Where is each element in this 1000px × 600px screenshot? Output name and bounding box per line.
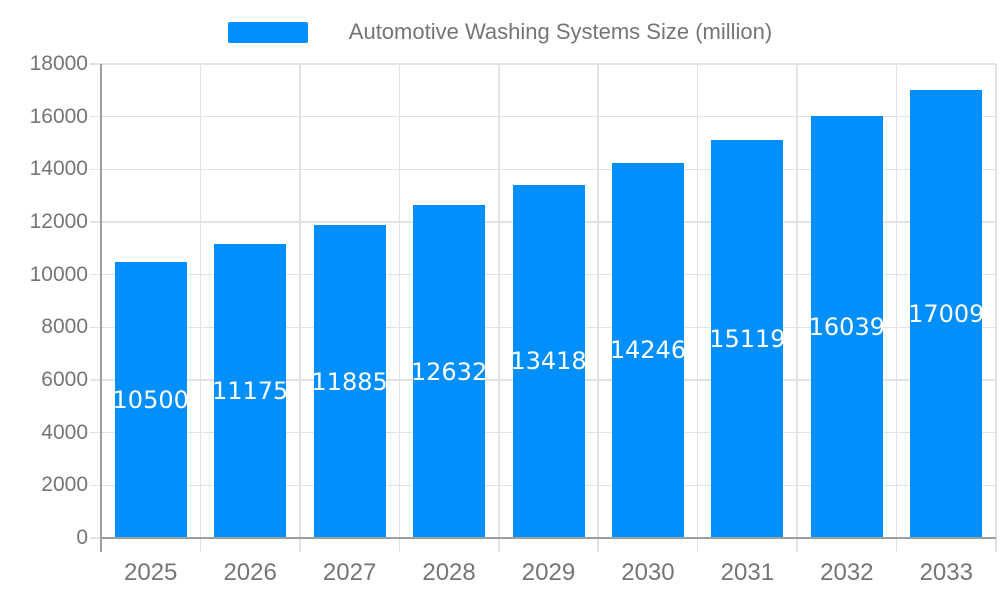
x-axis-label: 2029: [521, 559, 576, 586]
bar: [114, 261, 187, 538]
bar: [611, 162, 684, 538]
gridline-vertical: [796, 64, 798, 552]
gridline-horizontal: [101, 63, 996, 65]
y-axis-tick: [90, 431, 101, 434]
y-axis-label: 16000: [29, 104, 88, 128]
y-axis-label: 12000: [29, 210, 88, 233]
legend-marker-swatch: [227, 21, 308, 43]
gridline-vertical: [398, 64, 401, 552]
bar-value-label: 12632: [410, 357, 488, 386]
gridline-vertical: [199, 64, 202, 552]
y-axis-tick: [90, 326, 101, 329]
bar: [512, 184, 585, 538]
bar-value-label: 13418: [510, 347, 587, 376]
bar: [810, 115, 883, 538]
y-axis-label: 14000: [29, 157, 88, 181]
y-axis-label: 2000: [41, 473, 88, 497]
bar-value-label: 14246: [609, 336, 687, 365]
x-axis-label: 2026: [223, 559, 277, 586]
y-axis-tick: [90, 379, 101, 381]
x-axis-label: 2025: [124, 559, 178, 586]
y-axis-tick: [90, 168, 101, 171]
bar: [711, 139, 784, 538]
bar-value-label: 15119: [709, 324, 786, 353]
y-axis-label: 6000: [41, 368, 88, 391]
bar-value-label: 17009: [908, 300, 985, 329]
y-axis-tick: [90, 115, 101, 118]
gridline-horizontal: [101, 115, 996, 118]
y-axis-line: [100, 64, 102, 552]
bar-value-label: 16039: [808, 312, 885, 341]
y-axis-label: 8000: [41, 315, 88, 339]
legend-label: Automotive Washing Systems Size (million…: [348, 19, 773, 44]
y-axis-label: 4000: [41, 420, 88, 444]
bar: [313, 225, 386, 538]
bar-value-label: 10500: [112, 385, 189, 414]
y-axis-tick: [90, 221, 101, 223]
gridline-horizontal: [101, 168, 996, 171]
x-axis-label: 2028: [422, 559, 476, 586]
gridline-vertical: [597, 64, 599, 552]
gridline-vertical: [696, 64, 699, 552]
legend-item[interactable]: Automotive Washing Systems Size (million…: [227, 14, 773, 50]
y-axis-tick: [90, 537, 101, 539]
bar-value-label: 11885: [311, 367, 388, 396]
legend: Automotive Washing Systems Size (million…: [0, 14, 1000, 50]
gridline-vertical: [498, 64, 500, 552]
bar: [214, 243, 287, 538]
y-axis-tick: [90, 273, 101, 276]
x-axis-label: 2030: [621, 559, 675, 586]
x-axis-label: 2027: [322, 559, 377, 586]
y-axis-tick: [90, 63, 101, 65]
y-axis-label: 0: [76, 526, 88, 549]
y-axis-label: 18000: [29, 52, 88, 75]
y-axis-tick: [90, 484, 101, 487]
x-axis-label: 2032: [820, 559, 874, 586]
gridline-vertical: [299, 64, 301, 552]
gridline-vertical: [995, 64, 997, 552]
gridline-vertical: [895, 64, 898, 552]
bar: [910, 90, 983, 538]
bar: [413, 205, 486, 538]
bar-value-label: 11175: [211, 376, 289, 405]
x-axis-label: 2033: [919, 559, 973, 586]
x-axis-label: 2031: [720, 559, 775, 586]
x-axis-line: [100, 537, 996, 539]
y-axis-label: 10000: [29, 262, 88, 286]
